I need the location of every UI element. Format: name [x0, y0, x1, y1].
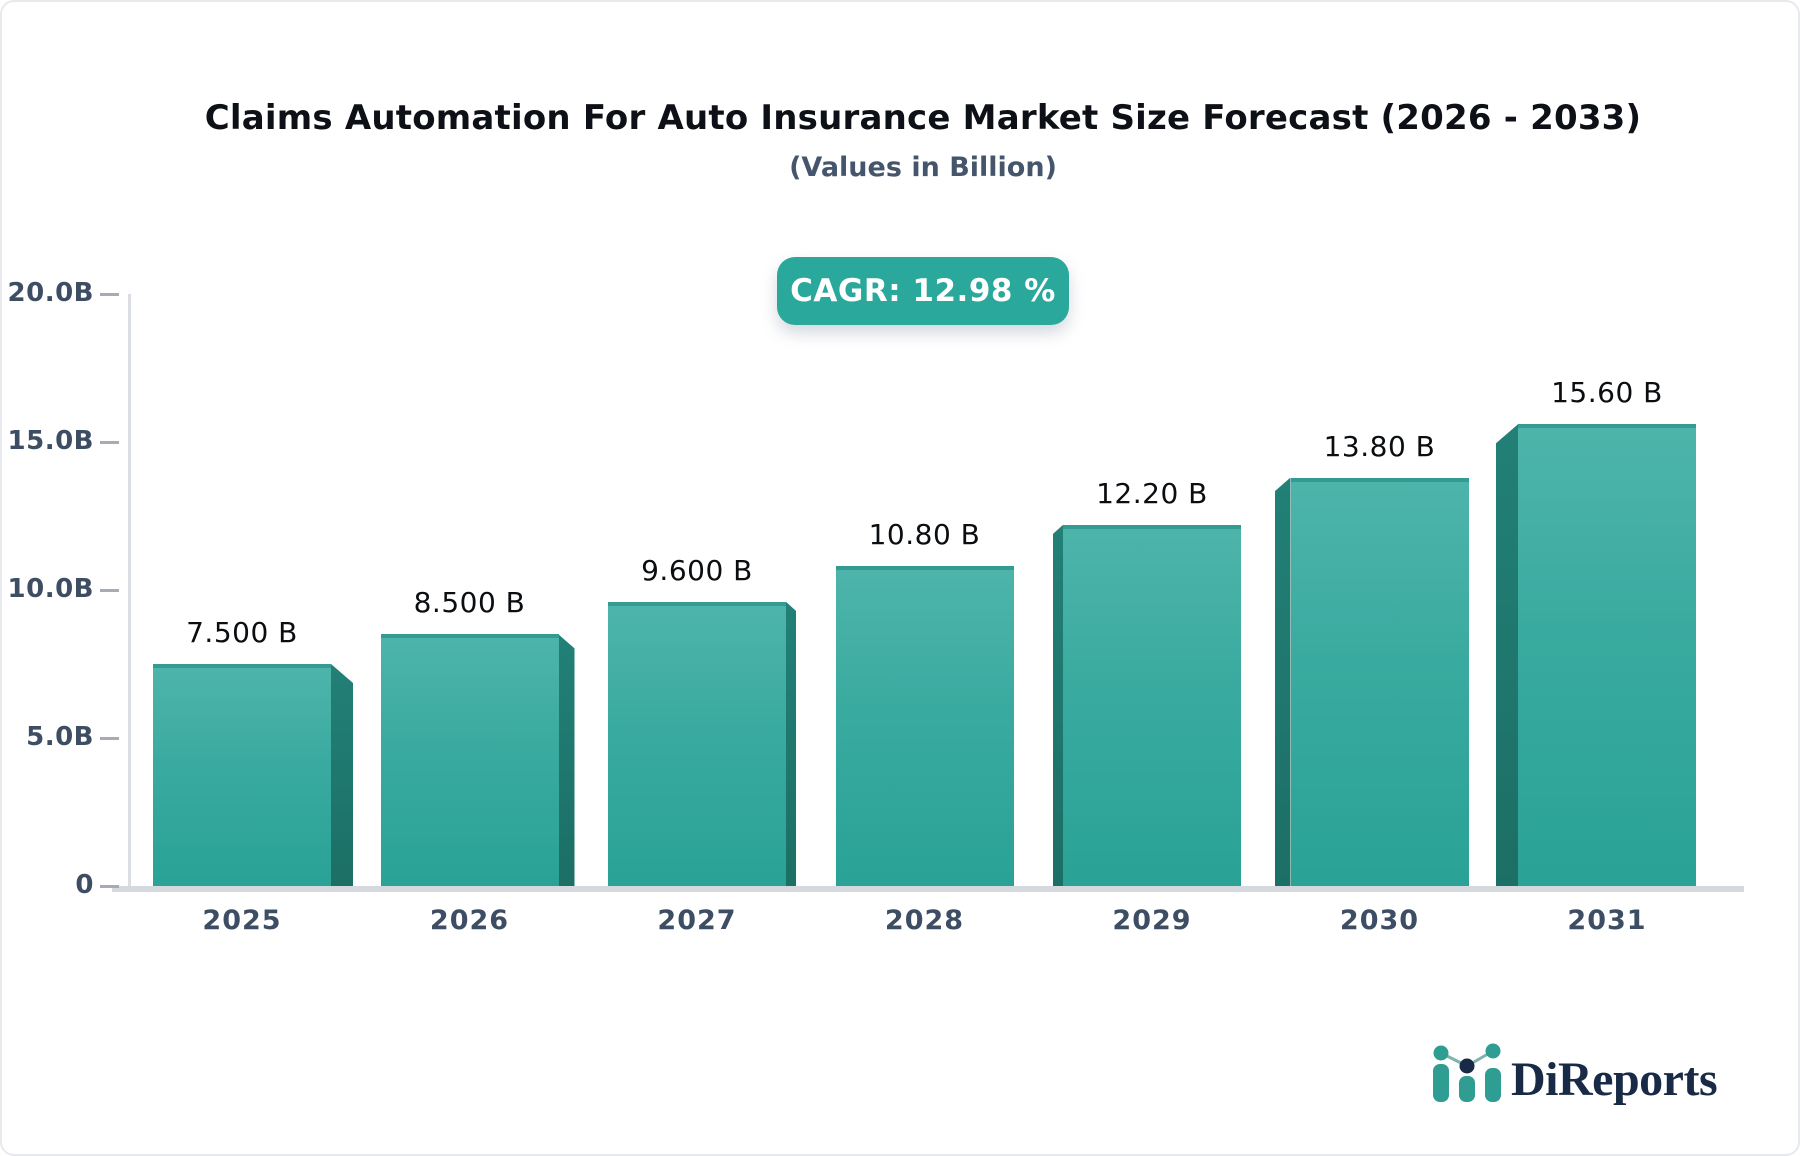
y-axis-tick-mark [100, 885, 119, 888]
y-axis-tick-label: 10.0B [7, 574, 94, 604]
bar-side-2030 [1274, 477, 1291, 886]
y-axis-tick-label: 0 [75, 870, 94, 900]
x-axis-label: 2030 [1339, 905, 1420, 936]
cagr-badge-label: CAGR: 12.98 % [790, 273, 1056, 309]
x-axis-label: 2025 [202, 905, 282, 936]
bar-2027 [608, 601, 786, 886]
y-axis-tick-label: 15.0B [7, 426, 94, 456]
bar-side-2031 [1496, 424, 1518, 886]
bar-value-label: 10.80 B [868, 518, 981, 552]
bar-value-label: 8.500 B [413, 586, 526, 620]
bar-side-2027 [786, 601, 796, 886]
direports-logo: DiReports [1426, 1038, 1718, 1106]
y-axis-line [128, 294, 131, 892]
chart-title: Claims Automation For Auto Insurance Mar… [204, 98, 1642, 138]
y-axis-tick-mark [100, 293, 119, 296]
x-axis-label: 2031 [1567, 905, 1647, 936]
bar-2025 [153, 664, 331, 886]
bar-2026 [380, 634, 559, 886]
bar-2031 [1518, 424, 1696, 886]
x-axis-label: 2028 [884, 905, 965, 936]
bar-side-2026 [558, 634, 575, 886]
y-axis-tick-mark [100, 589, 119, 592]
bar-2029 [1063, 524, 1241, 886]
bar-value-label: 9.600 B [641, 553, 753, 587]
bar-side-2029 [1053, 524, 1063, 886]
y-axis-tick-label: 5.0B [26, 722, 94, 752]
direports-logo-text: DiReports [1511, 1052, 1718, 1106]
bar-side-2025 [331, 664, 353, 886]
bar-value-label: 7.500 B [186, 616, 298, 649]
bar-2030 [1290, 477, 1469, 886]
bar-value-label: 12.20 B [1096, 476, 1208, 510]
x-axis-line [112, 886, 1744, 892]
x-axis-label: 2027 [657, 905, 737, 936]
chart-subtitle: (Values in Billion) [789, 152, 1057, 183]
chart-header: Claims Automation For Auto Insurance Mar… [48, 98, 1798, 183]
bar-value-label: 13.80 B [1323, 429, 1436, 463]
bar-2028 [835, 566, 1014, 886]
y-axis-tick-mark [100, 737, 119, 740]
direports-logo-icon [1433, 1043, 1501, 1102]
bar-value-label: 15.60 B [1551, 376, 1663, 410]
y-axis-tick-mark [100, 441, 119, 444]
y-axis-tick-label: 20.0B [7, 278, 94, 308]
x-axis-label: 2029 [1112, 905, 1192, 936]
cagr-badge: CAGR: 12.98 % [777, 257, 1069, 325]
x-axis-label: 2026 [429, 905, 510, 936]
